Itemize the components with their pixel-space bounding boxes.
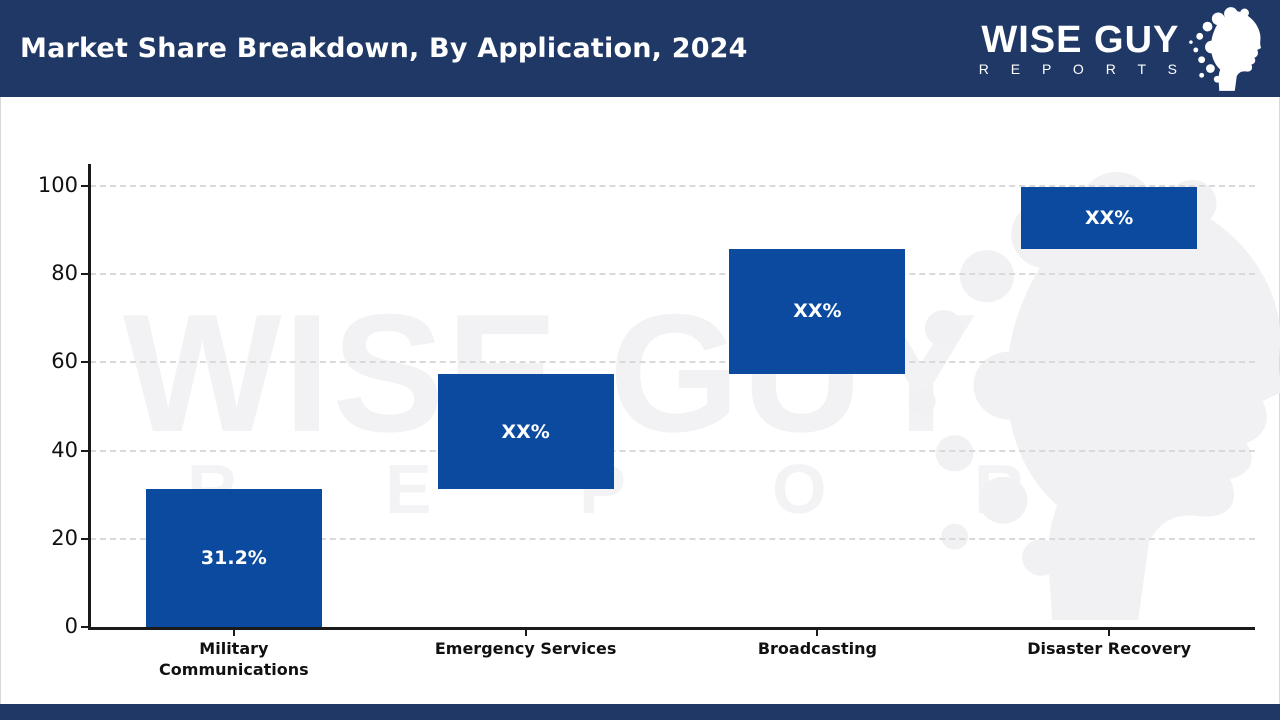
dotted-head-icon xyxy=(1189,6,1262,91)
bar: XX% xyxy=(729,248,906,374)
x-axis-spine xyxy=(88,627,1255,630)
x-category-label: Emergency Services xyxy=(376,638,676,659)
x-category-label-line: Emergency Services xyxy=(434,639,617,658)
x-category-label: Broadcasting xyxy=(667,638,967,659)
bar-value-label: XX% xyxy=(793,300,842,323)
x-category-label-line: Communications xyxy=(159,660,309,679)
x-category-label-line: Disaster Recovery xyxy=(1027,639,1192,658)
bar-value-label: XX% xyxy=(501,420,550,443)
logo-reports-text: R E P O R T S xyxy=(978,61,1186,77)
page-title: Market Share Breakdown, By Application, … xyxy=(20,33,748,64)
y-tick-label: 60 xyxy=(51,349,78,374)
bar: XX% xyxy=(1021,187,1198,249)
x-category-label: Military Communications xyxy=(84,638,384,680)
y-tick-label: 80 xyxy=(51,261,78,286)
x-category-label: Disaster Recovery xyxy=(959,638,1259,659)
logo-text: WISE GUY R E P O R T S xyxy=(975,21,1186,76)
gridline xyxy=(90,361,1255,364)
y-tick-label: 40 xyxy=(51,437,78,462)
x-tick-mark xyxy=(232,629,235,636)
gridline xyxy=(90,185,1255,187)
chart-area: WISE GUY R E P O R T S 02040608010031.2%… xyxy=(0,97,1280,704)
x-tick-mark xyxy=(1108,629,1111,636)
bar-value-label: XX% xyxy=(1084,206,1134,229)
y-tick-mark xyxy=(81,449,88,452)
y-tick-mark xyxy=(81,185,88,187)
y-axis-spine xyxy=(88,164,91,630)
x-tick-mark xyxy=(816,629,819,636)
y-tick-label: 100 xyxy=(37,173,78,197)
y-tick-label: 20 xyxy=(51,525,78,550)
bar: 31.2% xyxy=(145,489,322,627)
gridline xyxy=(90,449,1255,452)
y-tick-label: 0 xyxy=(64,614,78,638)
gridline xyxy=(90,537,1255,540)
bar: XX% xyxy=(437,373,614,490)
x-tick-mark xyxy=(524,629,527,636)
x-category-label-line: Broadcasting xyxy=(757,639,877,658)
y-tick-mark xyxy=(81,361,88,364)
y-tick-mark xyxy=(81,273,88,276)
logo-wise-guy-text: WISE GUY xyxy=(981,19,1180,61)
x-category-label-line: Military xyxy=(199,639,269,658)
gridline xyxy=(90,273,1255,276)
wise-guy-logo: WISE GUY R E P O R T S xyxy=(975,6,1266,91)
header-bar: Market Share Breakdown, By Application, … xyxy=(0,0,1280,97)
y-tick-mark xyxy=(81,626,88,628)
bar-value-label: 31.2% xyxy=(200,547,267,570)
footer-bar xyxy=(0,704,1280,720)
y-tick-mark xyxy=(81,537,88,540)
